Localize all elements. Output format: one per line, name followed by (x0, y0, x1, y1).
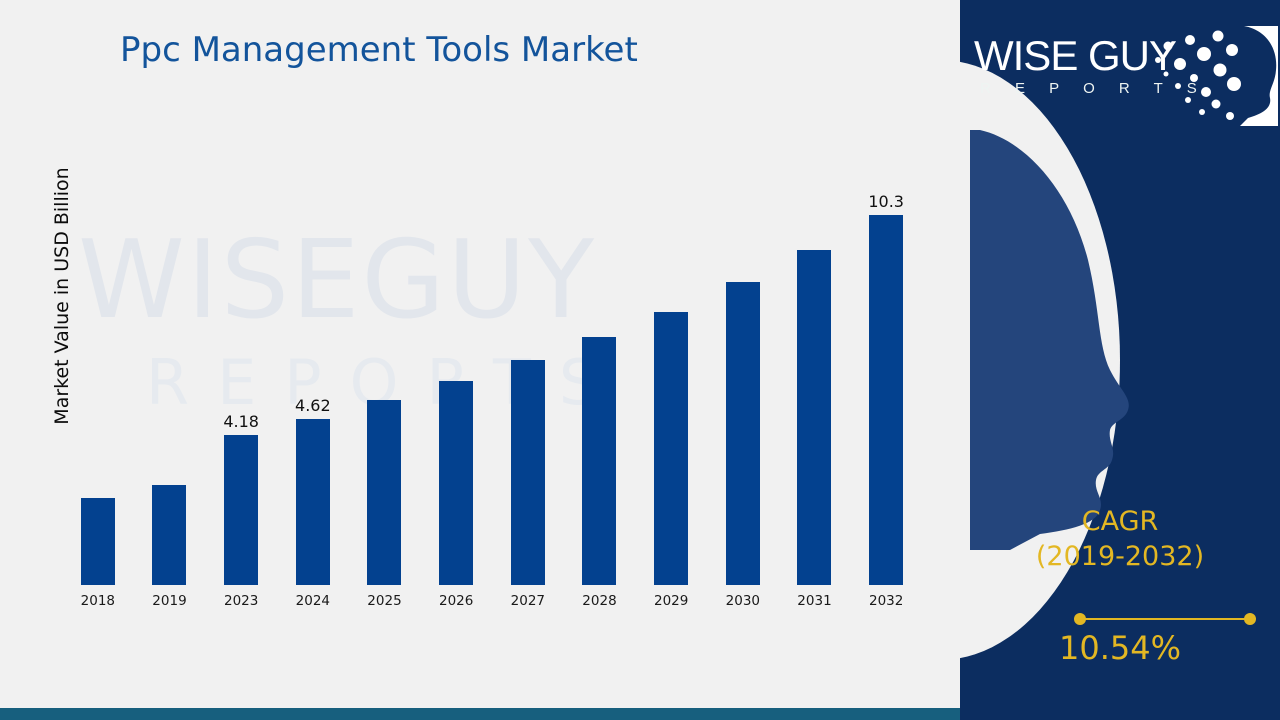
bar-group: 10.3 2032 (850, 150, 922, 609)
bar (725, 281, 760, 585)
divider-dot-right (1244, 613, 1256, 625)
logo-wordmark: WISE GUY (974, 32, 1177, 79)
page-title: Ppc Management Tools Market (120, 30, 638, 70)
bar (439, 380, 474, 585)
bottom-accent-strip (0, 708, 1180, 720)
bar-value-label: 4.62 (295, 395, 331, 415)
x-axis-tick-label: 2023 (223, 593, 259, 609)
bar (224, 434, 259, 585)
brain-dots-icon (1155, 26, 1278, 126)
cagr-block: CAGR (2019-2032) 10.54% (960, 505, 1280, 667)
bar-group: 2026 (420, 150, 492, 609)
bar (295, 418, 330, 585)
bar-value-label: 10.3 (868, 191, 904, 211)
bar (654, 311, 689, 585)
bar-group: 2027 (492, 150, 564, 609)
bar (367, 399, 402, 585)
logo-tagline: R E P O R T S (980, 80, 1207, 97)
cagr-divider (1074, 613, 1256, 625)
bar-group: 2019 (134, 150, 206, 609)
bar (510, 359, 545, 585)
x-axis-tick-label: 2029 (653, 593, 689, 609)
x-axis-tick-label: 2027 (510, 593, 546, 609)
x-axis-tick-label: 2032 (868, 593, 904, 609)
bar-group: 2029 (635, 150, 707, 609)
bar (869, 214, 904, 585)
bar-group: 2031 (779, 150, 851, 609)
cagr-value: 10.54% (1058, 629, 1181, 667)
bar-group: 2018 (62, 150, 134, 609)
x-axis-tick-label: 2026 (438, 593, 474, 609)
x-axis-tick-label: 2018 (80, 593, 116, 609)
bar-group: 4.62 2024 (277, 150, 349, 609)
divider-rule (1079, 618, 1251, 620)
bar-value-label: 4.18 (223, 411, 259, 431)
bar-group: 4.18 2023 (205, 150, 277, 609)
brand-panel: WISE GUY R E P O R T S (960, 0, 1280, 720)
bar-chart-plot-area: 2018 2019 4.18 2023 4.62 2024 2025 2026 2027 2028… (62, 150, 922, 609)
bar (797, 249, 832, 585)
cagr-period: (2019-2032) (1035, 541, 1205, 572)
cagr-title: CAGR (1081, 506, 1159, 537)
bar (152, 485, 187, 585)
bar-group: 2025 (349, 150, 421, 609)
x-axis-tick-label: 2028 (582, 593, 617, 609)
bar (582, 336, 617, 585)
x-axis-tick-label: 2025 (367, 593, 402, 609)
bar-group: 2028 (564, 150, 636, 609)
brand-logo: WISE GUY R E P O R T S (960, 26, 1280, 126)
head-silhouette-icon (970, 130, 1129, 550)
bar-group: 2030 (707, 150, 779, 609)
bar (80, 498, 115, 585)
x-axis-tick-label: 2031 (797, 593, 832, 609)
x-axis-tick-label: 2030 (725, 593, 761, 609)
x-axis-tick-label: 2024 (295, 593, 331, 609)
x-axis-tick-label: 2019 (152, 593, 187, 609)
